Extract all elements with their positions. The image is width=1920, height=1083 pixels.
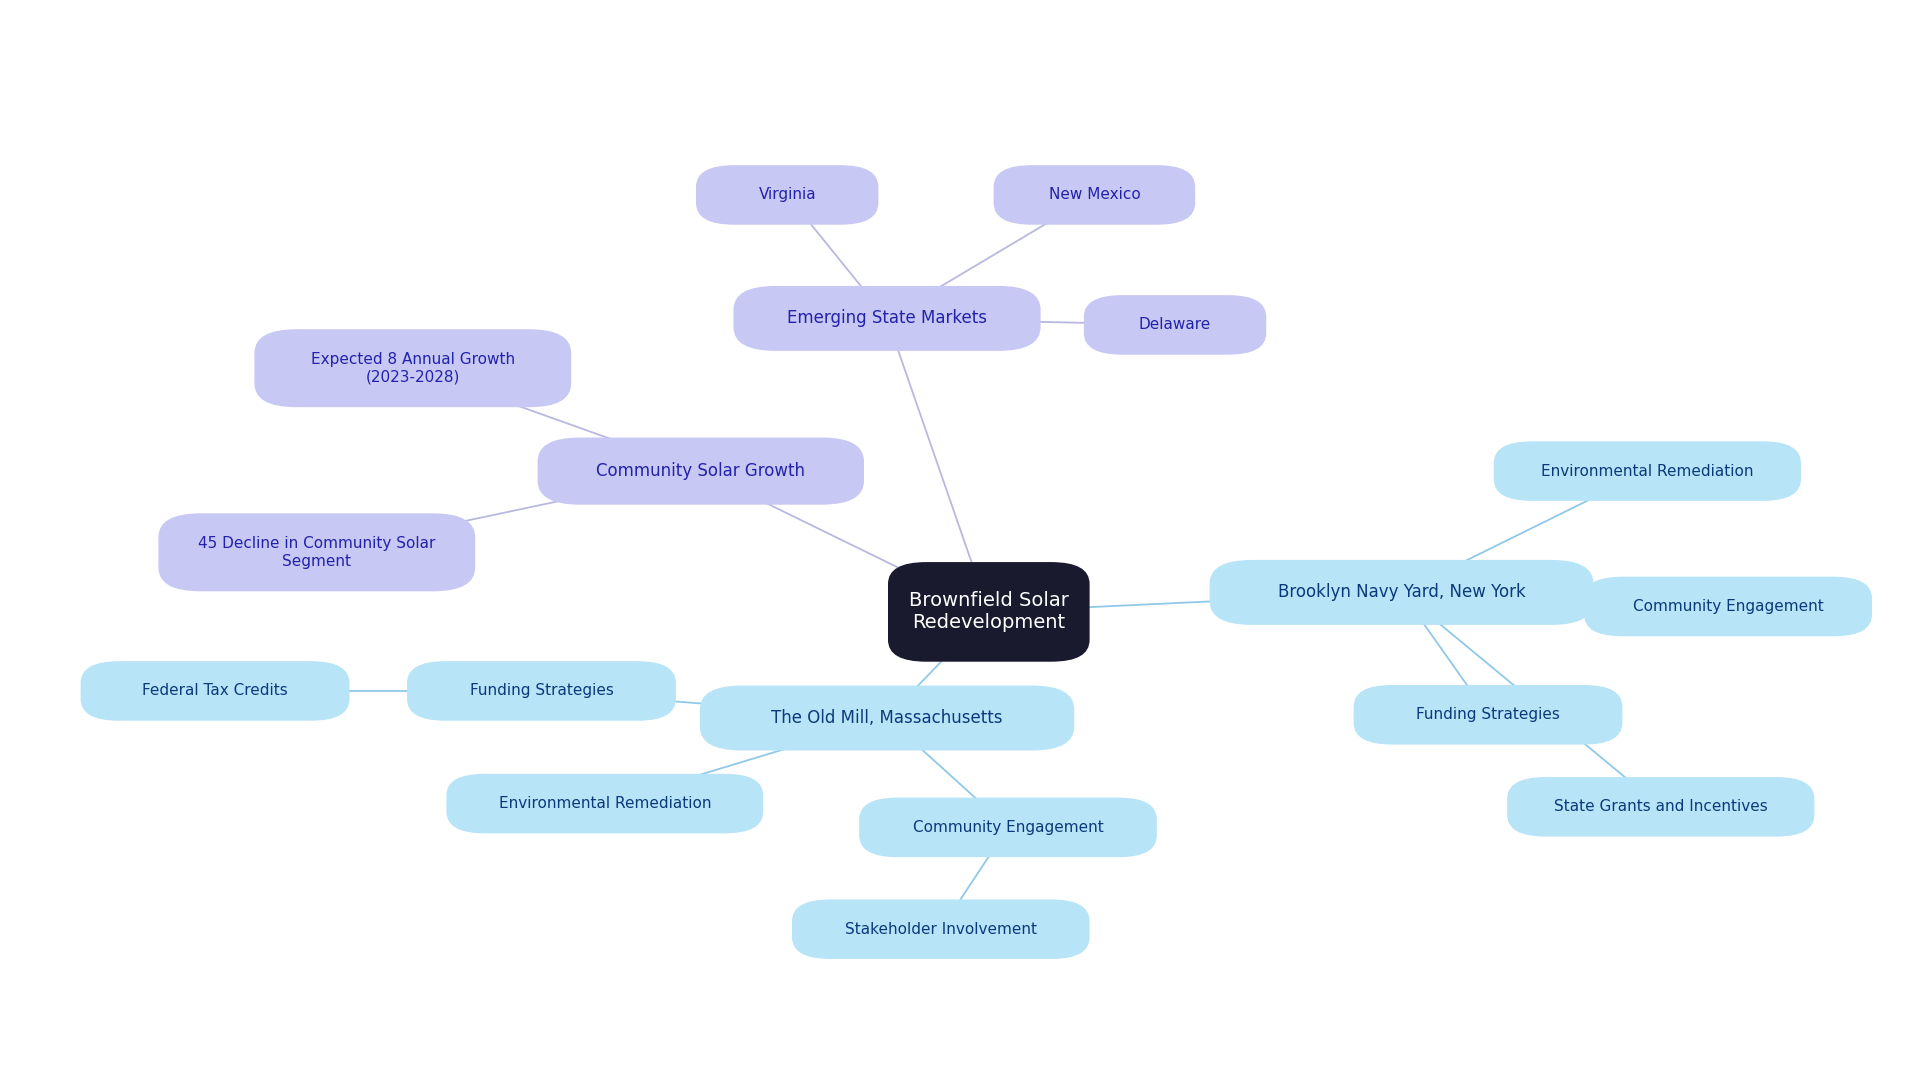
Text: State Grants and Incentives: State Grants and Incentives (1553, 799, 1768, 814)
FancyBboxPatch shape (733, 286, 1041, 351)
Text: Environmental Remediation: Environmental Remediation (499, 796, 710, 811)
FancyBboxPatch shape (1354, 686, 1622, 745)
FancyBboxPatch shape (887, 562, 1089, 662)
FancyBboxPatch shape (538, 438, 864, 505)
Text: Brooklyn Navy Yard, New York: Brooklyn Navy Yard, New York (1277, 584, 1526, 601)
Text: Brownfield Solar
Redevelopment: Brownfield Solar Redevelopment (908, 591, 1069, 632)
FancyBboxPatch shape (701, 686, 1075, 751)
Text: The Old Mill, Massachusetts: The Old Mill, Massachusetts (772, 709, 1002, 727)
FancyBboxPatch shape (995, 165, 1194, 225)
FancyBboxPatch shape (157, 513, 476, 591)
Text: Funding Strategies: Funding Strategies (1417, 707, 1559, 722)
Text: Community Solar Growth: Community Solar Growth (597, 462, 804, 480)
Text: 45 Decline in Community Solar
Segment: 45 Decline in Community Solar Segment (198, 536, 436, 569)
FancyBboxPatch shape (253, 329, 572, 407)
FancyBboxPatch shape (695, 165, 879, 225)
Text: Delaware: Delaware (1139, 317, 1212, 332)
Text: Community Engagement: Community Engagement (912, 820, 1104, 835)
Text: Community Engagement: Community Engagement (1632, 599, 1824, 614)
Text: Federal Tax Credits: Federal Tax Credits (142, 683, 288, 699)
FancyBboxPatch shape (1507, 778, 1814, 836)
Text: New Mexico: New Mexico (1048, 187, 1140, 203)
Text: Stakeholder Involvement: Stakeholder Involvement (845, 922, 1037, 937)
FancyBboxPatch shape (1584, 577, 1872, 637)
FancyBboxPatch shape (81, 661, 349, 721)
FancyBboxPatch shape (791, 899, 1089, 960)
Text: Expected 8 Annual Growth
(2023-2028): Expected 8 Annual Growth (2023-2028) (311, 352, 515, 384)
FancyBboxPatch shape (445, 773, 762, 834)
Text: Virginia: Virginia (758, 187, 816, 203)
FancyBboxPatch shape (1210, 560, 1594, 625)
FancyBboxPatch shape (1494, 442, 1801, 500)
FancyBboxPatch shape (1083, 295, 1267, 355)
Text: Emerging State Markets: Emerging State Markets (787, 310, 987, 327)
FancyBboxPatch shape (860, 797, 1156, 858)
Text: Environmental Remediation: Environmental Remediation (1542, 464, 1753, 479)
FancyBboxPatch shape (407, 661, 676, 721)
Text: Funding Strategies: Funding Strategies (470, 683, 612, 699)
